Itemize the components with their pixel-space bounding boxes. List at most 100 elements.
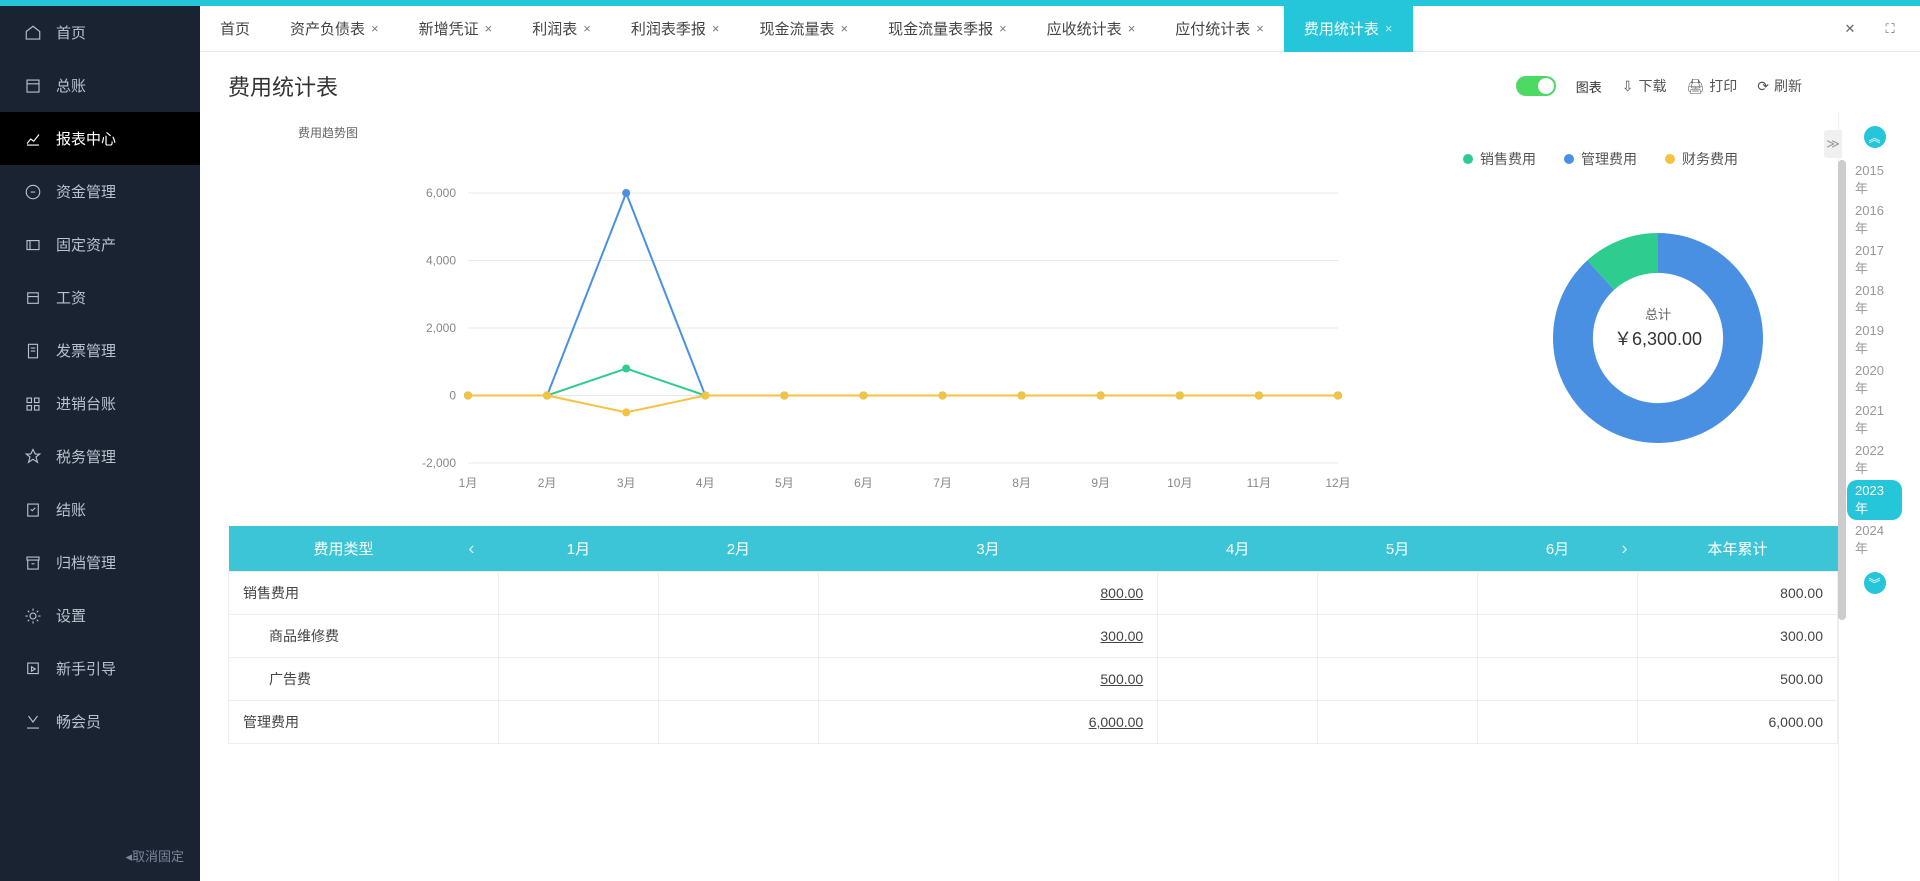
year-option[interactable]: 2016年 xyxy=(1847,200,1902,240)
tab-label: 资产负债表 xyxy=(290,18,365,39)
tab-close-icon[interactable]: × xyxy=(485,21,493,36)
year-option[interactable]: 2024年 xyxy=(1847,520,1902,560)
chart-title: 费用趋势图 xyxy=(298,124,1798,141)
sidebar-item-salary[interactable]: 工资 xyxy=(0,271,200,324)
tab-label: 利润表 xyxy=(532,18,577,39)
tab-close-icon[interactable]: × xyxy=(583,21,591,36)
collapse-right-button[interactable]: ≫ xyxy=(1824,130,1842,158)
year-option[interactable]: 2015年 xyxy=(1847,160,1902,200)
sidebar-item-label: 畅会员 xyxy=(56,711,101,732)
tab[interactable]: 应付统计表× xyxy=(1155,6,1284,52)
sidebar-item-money[interactable]: 资金管理 xyxy=(0,165,200,218)
sidebar-item-chart[interactable]: 报表中心 xyxy=(0,112,200,165)
cell-value[interactable]: 300.00 xyxy=(818,615,1157,658)
tab-close-icon[interactable]: × xyxy=(840,21,848,36)
sidebar-item-invoice[interactable]: 发票管理 xyxy=(0,324,200,377)
tab-close-icon[interactable]: × xyxy=(1128,21,1136,36)
legend-label: 销售费用 xyxy=(1480,149,1536,169)
donut-chart: 总计 ￥6,300.00 xyxy=(1518,183,1798,453)
home-icon xyxy=(24,24,42,42)
sidebar-item-tax[interactable]: 税务管理 xyxy=(0,430,200,483)
tab-close-icon[interactable]: × xyxy=(712,21,720,36)
year-option[interactable]: 2023年 xyxy=(1847,480,1902,520)
month-prev-button[interactable]: ‹ xyxy=(469,538,475,559)
tab[interactable]: 利润表 × xyxy=(512,6,611,52)
sidebar-item-asset[interactable]: 固定资产 xyxy=(0,218,200,271)
cell-value xyxy=(658,615,818,658)
th-total: 本年累计 xyxy=(1638,526,1838,572)
tab[interactable]: 现金流量表季报× xyxy=(868,6,1027,52)
download-button[interactable]: ⇩下载 xyxy=(1622,76,1667,96)
sidebar-item-label: 首页 xyxy=(56,22,86,43)
vip-icon xyxy=(24,713,42,731)
cell-value xyxy=(1318,615,1478,658)
svg-text:8月: 8月 xyxy=(1012,476,1031,490)
chart-toggle[interactable] xyxy=(1516,76,1556,96)
sidebar-item-close[interactable]: 结账 xyxy=(0,483,200,536)
cell-value xyxy=(1318,701,1478,744)
tab-close-icon[interactable]: × xyxy=(1256,21,1264,36)
tab-close-icon[interactable]: × xyxy=(371,21,379,36)
year-option[interactable]: 2020年 xyxy=(1847,360,1902,400)
legend-item[interactable]: 销售费用 xyxy=(1463,149,1536,169)
svg-text:-2,000: -2,000 xyxy=(422,456,456,470)
cell-category: 广告费 xyxy=(229,658,499,701)
svg-text:2月: 2月 xyxy=(538,476,557,490)
year-down-button[interactable]: ︾ xyxy=(1864,572,1886,594)
cell-category: 商品维修费 xyxy=(229,615,499,658)
sidebar-item-archive[interactable]: 归档管理 xyxy=(0,536,200,589)
sidebar-item-guide[interactable]: 新手引导 xyxy=(0,642,200,695)
scrollbar[interactable] xyxy=(1838,160,1846,861)
cell-value xyxy=(1158,615,1318,658)
svg-text:6月: 6月 xyxy=(854,476,873,490)
legend-item[interactable]: 管理费用 xyxy=(1564,149,1637,169)
tab[interactable]: 应收统计表× xyxy=(1027,6,1156,52)
tab[interactable]: 资产负债表 × xyxy=(270,6,399,52)
tab[interactable]: 现金流量表× xyxy=(739,6,868,52)
table-row: 管理费用6,000.006,000.00 xyxy=(229,701,1838,744)
fullscreen-button[interactable]: ⛶ xyxy=(1876,15,1904,43)
cell-value[interactable]: 800.00 xyxy=(818,572,1157,615)
sidebar-item-vip[interactable]: 畅会员 xyxy=(0,695,200,748)
legend-item[interactable]: 财务费用 xyxy=(1665,149,1738,169)
close-all-button[interactable]: ✕ xyxy=(1836,15,1864,43)
donut-total-value: ￥6,300.00 xyxy=(1614,325,1702,351)
year-option[interactable]: 2022年 xyxy=(1847,440,1902,480)
print-button[interactable]: 🖨打印 xyxy=(1686,76,1737,96)
expense-table: 费用类型‹1月2月3月4月5月6月›本年累计销售费用800.00800.00商品… xyxy=(228,526,1838,744)
year-up-button[interactable]: ︽ xyxy=(1864,126,1886,148)
year-option[interactable]: 2017年 xyxy=(1847,240,1902,280)
tab[interactable]: 新增凭证× xyxy=(399,6,513,52)
table-row: 广告费500.00500.00 xyxy=(229,658,1838,701)
svg-text:12月: 12月 xyxy=(1325,476,1350,490)
sidebar-item-ledger[interactable]: 总账 xyxy=(0,59,200,112)
svg-text:4,000: 4,000 xyxy=(426,254,456,268)
tab[interactable]: 首页 xyxy=(200,6,270,52)
sidebar-item-inventory[interactable]: 进销台账 xyxy=(0,377,200,430)
year-option[interactable]: 2018年 xyxy=(1847,280,1902,320)
salary-icon xyxy=(24,289,42,307)
sidebar-item-settings[interactable]: 设置 xyxy=(0,589,200,642)
refresh-button[interactable]: ⟳刷新 xyxy=(1757,76,1802,96)
cell-value xyxy=(499,701,659,744)
year-option[interactable]: 2019年 xyxy=(1847,320,1902,360)
tab-close-icon[interactable]: × xyxy=(999,21,1007,36)
tab[interactable]: 利润表季报× xyxy=(611,6,740,52)
money-icon xyxy=(24,183,42,201)
tab-close-icon[interactable]: × xyxy=(1385,21,1393,36)
cell-value xyxy=(658,658,818,701)
sidebar-item-label: 新手引导 xyxy=(56,658,116,679)
svg-text:2,000: 2,000 xyxy=(426,321,456,335)
sidebar-unpin[interactable]: ◂取消固定 xyxy=(0,830,200,881)
donut-total-label: 总计 xyxy=(1614,304,1702,323)
cell-value[interactable]: 6,000.00 xyxy=(818,701,1157,744)
chart-legend: 销售费用 管理费用 财务费用 xyxy=(268,149,1798,169)
cell-value[interactable]: 500.00 xyxy=(818,658,1157,701)
table-row: 商品维修费300.00300.00 xyxy=(229,615,1838,658)
sidebar-item-label: 归档管理 xyxy=(56,552,116,573)
month-next-button[interactable]: › xyxy=(1622,538,1628,559)
year-option[interactable]: 2021年 xyxy=(1847,400,1902,440)
cell-value xyxy=(499,615,659,658)
tab[interactable]: 费用统计表× xyxy=(1284,6,1413,52)
sidebar-item-home[interactable]: 首页 xyxy=(0,6,200,59)
